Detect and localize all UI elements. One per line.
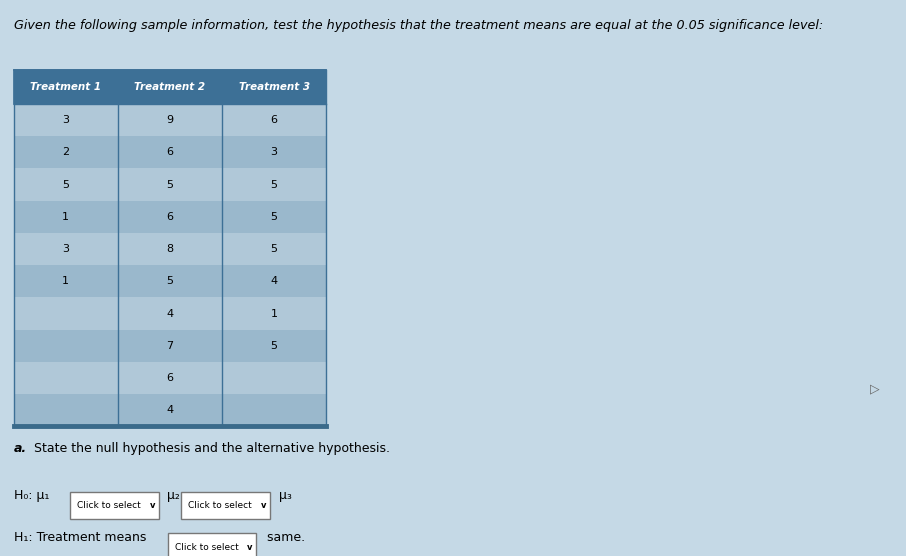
Text: v: v	[247, 543, 253, 552]
Text: Treatment 2: Treatment 2	[134, 82, 206, 92]
Text: 6: 6	[167, 212, 173, 222]
Text: Treatment 1: Treatment 1	[30, 82, 101, 92]
Text: 5: 5	[167, 276, 173, 286]
Text: 4: 4	[167, 405, 173, 415]
Text: 8: 8	[167, 244, 173, 254]
Bar	[14, 201, 326, 233]
Text: μ₃: μ₃	[275, 489, 292, 502]
Text: same.: same.	[263, 531, 304, 544]
Text: 3: 3	[63, 244, 69, 254]
Text: Click to select: Click to select	[77, 501, 140, 510]
Text: 7: 7	[167, 341, 173, 351]
Text: 5: 5	[271, 244, 277, 254]
Text: 6: 6	[271, 115, 277, 125]
Bar	[14, 70, 326, 104]
Text: 4: 4	[167, 309, 173, 319]
Text: 5: 5	[271, 212, 277, 222]
FancyBboxPatch shape	[181, 492, 270, 519]
Bar	[14, 394, 326, 426]
Text: 2: 2	[63, 147, 69, 157]
Text: v: v	[149, 501, 155, 510]
Text: 5: 5	[271, 180, 277, 190]
Bar	[14, 297, 326, 330]
Text: 1: 1	[271, 309, 277, 319]
Text: μ₂: μ₂	[163, 489, 180, 502]
Bar	[14, 104, 326, 136]
Text: 5: 5	[271, 341, 277, 351]
Text: 1: 1	[63, 276, 69, 286]
Text: v: v	[261, 501, 266, 510]
Text: H₀: μ₁: H₀: μ₁	[14, 489, 49, 502]
FancyBboxPatch shape	[168, 533, 256, 556]
Bar	[14, 330, 326, 362]
Text: Given the following sample information, test the hypothesis that the treatment m: Given the following sample information, …	[14, 19, 823, 32]
Bar	[14, 136, 326, 168]
Text: 9: 9	[167, 115, 173, 125]
Text: 3: 3	[271, 147, 277, 157]
Text: a.: a.	[14, 442, 26, 455]
Text: ▷: ▷	[870, 383, 879, 396]
Text: 5: 5	[167, 180, 173, 190]
Text: Treatment 3: Treatment 3	[238, 82, 310, 92]
Text: H₁: Treatment means: H₁: Treatment means	[14, 531, 146, 544]
Text: Click to select: Click to select	[188, 501, 252, 510]
Text: 1: 1	[63, 212, 69, 222]
Text: 6: 6	[167, 373, 173, 383]
FancyBboxPatch shape	[70, 492, 159, 519]
Text: 4: 4	[271, 276, 277, 286]
Text: 5: 5	[63, 180, 69, 190]
Bar	[14, 265, 326, 297]
Bar	[14, 362, 326, 394]
Text: State the null hypothesis and the alternative hypothesis.: State the null hypothesis and the altern…	[30, 442, 390, 455]
Text: 6: 6	[167, 147, 173, 157]
Bar	[14, 168, 326, 201]
Bar	[14, 233, 326, 265]
Text: Click to select: Click to select	[175, 543, 238, 552]
Text: 3: 3	[63, 115, 69, 125]
